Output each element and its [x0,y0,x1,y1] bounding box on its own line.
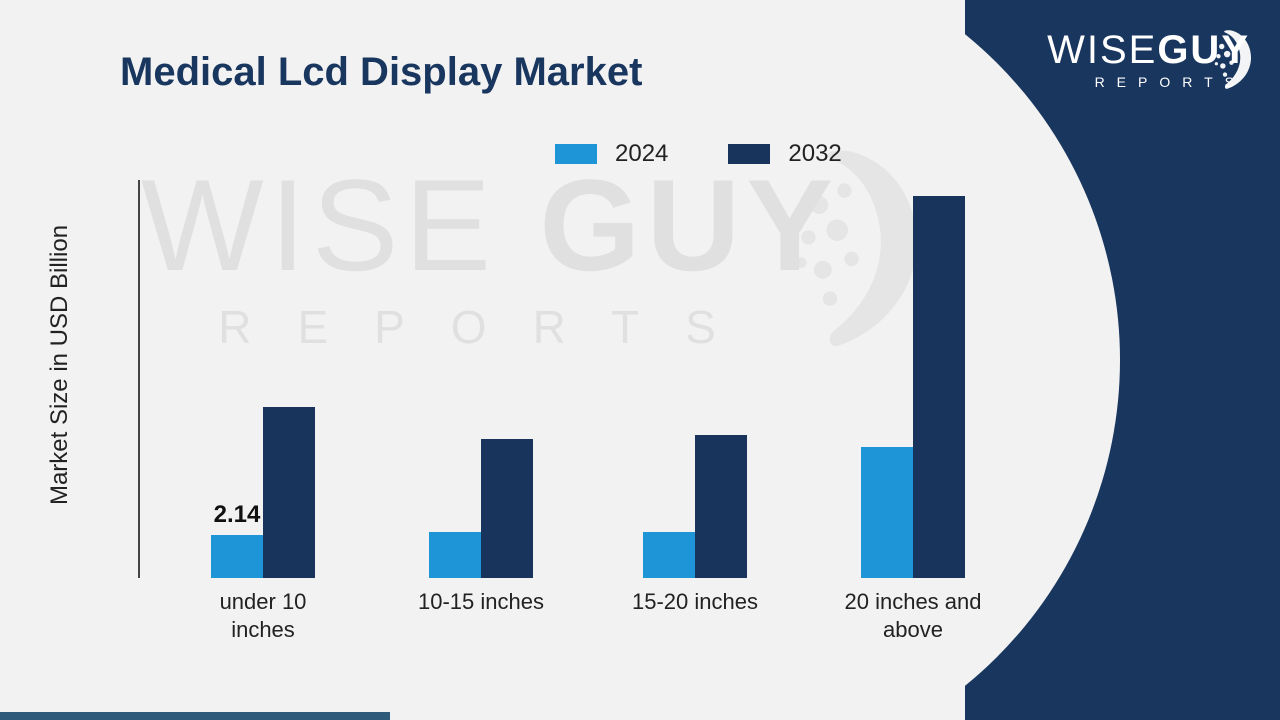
chart-title: Medical Lcd Display Market [120,50,642,95]
x-axis-label: 15-20 inches [625,588,765,616]
x-axis-label: under 10 inches [193,588,333,643]
value-label: 2.14 [214,501,261,529]
bar [643,532,695,578]
bar [861,447,913,578]
chart: Market Size in USD Billion under 10 inch… [100,140,990,590]
brand-logo: WISEGUY REPORTS [990,30,1250,90]
bar [913,196,965,578]
x-axis-label: 10-15 inches [411,588,551,616]
bar [481,439,533,578]
bar [211,535,263,578]
plot-area: under 10 inches10-15 inches15-20 inches2… [138,180,978,578]
x-axis-label: 20 inches and above [843,588,983,643]
bottom-accent-bar [0,712,390,720]
y-axis-label: Market Size in USD Billion [46,225,74,505]
brand-head-icon [1198,30,1252,90]
bar [263,407,315,578]
brand-word1: WISE [1047,28,1157,72]
y-axis-line [138,180,140,578]
bar [695,435,747,578]
bar [429,532,481,578]
page: WISE GUY REPORTS Medical Lcd Display Mar… [0,0,1280,720]
